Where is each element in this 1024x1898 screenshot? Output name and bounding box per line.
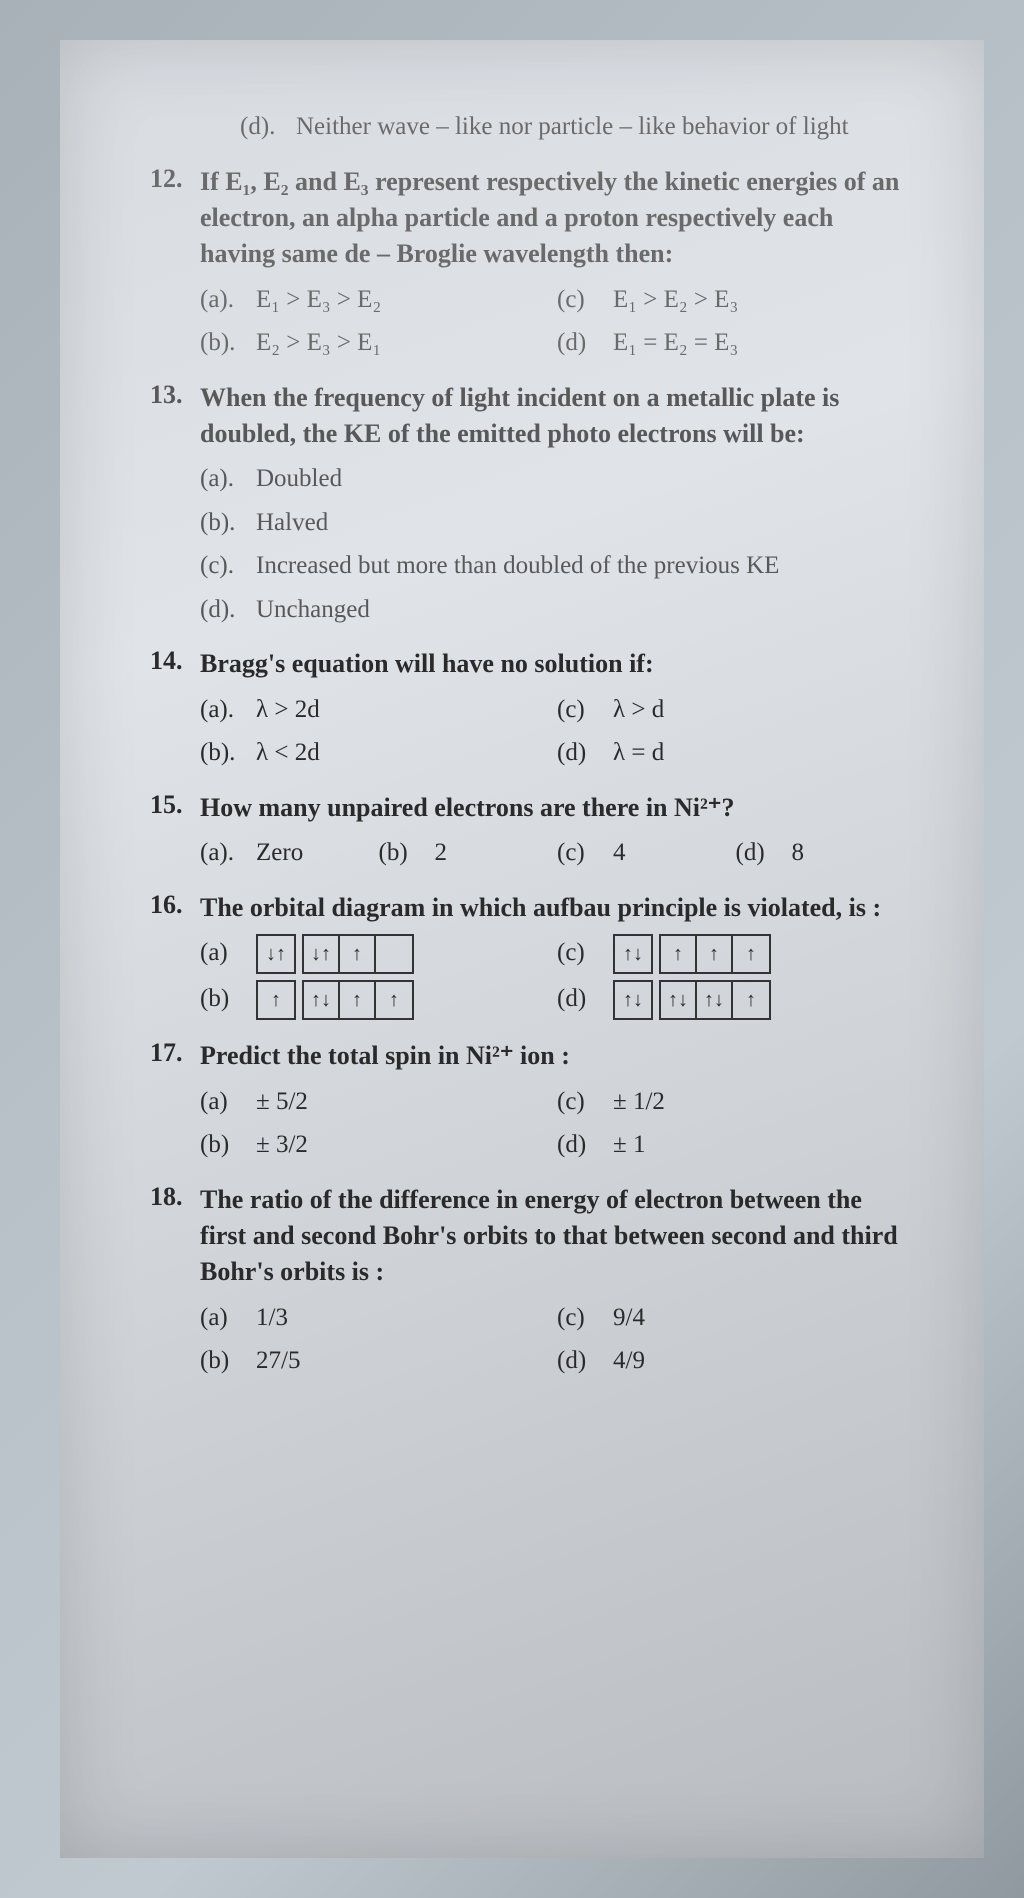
opt-text: ± 5/2 [256, 1083, 557, 1121]
q-number: 13. [150, 380, 200, 410]
opt-label: (c) [557, 691, 613, 729]
question-17: 17. Predict the total spin in Ni²⁺ ion :… [150, 1038, 914, 1163]
opt-text: 8 [792, 834, 915, 872]
question-prev-tail: (d). Neither wave – like nor particle – … [150, 108, 914, 146]
opt-text: 4/9 [613, 1342, 914, 1380]
orbital-diagram-d: ↑↓ ↑↓ ↑↓ ↑ [613, 980, 771, 1020]
orb-cell: ↑ [661, 936, 697, 972]
opt-label: (a). [200, 281, 256, 319]
q-number: 16. [150, 890, 200, 920]
opt-text: 27/5 [256, 1342, 557, 1380]
orb-cell: ↑ [697, 936, 733, 972]
opt-label: (d) [557, 324, 613, 362]
opt-text: Halved [256, 504, 914, 542]
q-text: The ratio of the difference in energy of… [200, 1182, 914, 1291]
opt-label: (b) [379, 834, 435, 872]
opt-label: (d) [736, 834, 792, 872]
opt-label: (a). [200, 691, 256, 729]
opt-text: λ > 2d [256, 691, 557, 729]
q-number: 17. [150, 1038, 200, 1068]
q-number: 15. [150, 790, 200, 820]
orb-cell [376, 936, 412, 972]
opt-text: ± 1/2 [613, 1083, 914, 1121]
opt-label: (c) [557, 281, 613, 319]
orb-cell: ↑↓ [615, 982, 651, 1018]
question-12: 12. If E₁, E₂ and E₃ represent respectiv… [150, 164, 914, 362]
opt-text: λ < 2d [256, 734, 557, 772]
opt-label: (d). [240, 108, 296, 146]
opt-label: (a) [200, 1083, 256, 1121]
opt-label: (d) [557, 1342, 613, 1380]
opt-label: (b) [200, 980, 256, 1018]
orbital-diagram-b: ↑ ↑↓ ↑ ↑ [256, 980, 414, 1020]
opt-label: (d) [557, 734, 613, 772]
orb-cell: ↑↓ [661, 982, 697, 1018]
opt-text: λ = d [613, 734, 914, 772]
opt-text: E₂ > E₃ > E₁ [256, 324, 557, 362]
opt-text: λ > d [613, 691, 914, 729]
opt-label: (c) [557, 1299, 613, 1337]
opt-text: Increased but more than doubled of the p… [256, 547, 914, 585]
question-15: 15. How many unpaired electrons are ther… [150, 790, 914, 872]
q-number: 14. [150, 646, 200, 676]
question-16: 16. The orbital diagram in which aufbau … [150, 890, 914, 1020]
orb-cell: ↑↓ [615, 936, 651, 972]
opt-label: (c) [557, 934, 613, 972]
question-13: 13. When the frequency of light incident… [150, 380, 914, 629]
opt-label: (c) [557, 1083, 613, 1121]
opt-label: (a). [200, 460, 256, 498]
q-text: The orbital diagram in which aufbau prin… [200, 890, 914, 926]
opt-label: (d). [200, 591, 256, 629]
question-14: 14. Bragg's equation will have no soluti… [150, 646, 914, 771]
orb-cell: ↓↑ [304, 936, 340, 972]
opt-text: Unchanged [256, 591, 914, 629]
orb-cell: ↑ [733, 982, 769, 1018]
opt-label: (c) [557, 834, 613, 872]
q-text: If E₁, E₂ and E₃ represent respectively … [200, 164, 914, 273]
opt-text: 2 [435, 834, 558, 872]
opt-label: (a) [200, 934, 256, 972]
opt-label: (b). [200, 734, 256, 772]
orb-cell: ↑ [340, 982, 376, 1018]
opt-text: 4 [613, 834, 736, 872]
opt-text: Doubled [256, 460, 914, 498]
opt-text: Neither wave – like nor particle – like … [296, 108, 914, 146]
exam-page: (d). Neither wave – like nor particle – … [60, 40, 984, 1858]
opt-text: E₁ = E₂ = E₃ [613, 324, 914, 362]
opt-text: ± 1 [613, 1126, 914, 1164]
opt-label: (a) [200, 1299, 256, 1337]
orb-cell: ↑ [340, 936, 376, 972]
opt-label: (b) [200, 1342, 256, 1380]
q-number: 12. [150, 164, 200, 194]
orb-cell: ↑ [258, 982, 294, 1018]
q-text: When the frequency of light incident on … [200, 380, 914, 453]
orb-cell: ↓↑ [258, 936, 294, 972]
opt-label: (d) [557, 1126, 613, 1164]
opt-label: (a). [200, 834, 256, 872]
q-text: Bragg's equation will have no solution i… [200, 646, 914, 682]
orb-cell: ↑↓ [304, 982, 340, 1018]
orbital-diagram-c: ↑↓ ↑ ↑ ↑ [613, 934, 771, 974]
q-text: How many unpaired electrons are there in… [200, 790, 914, 826]
opt-text: E₁ > E₂ > E₃ [613, 281, 914, 319]
orb-cell: ↑ [376, 982, 412, 1018]
opt-text: 9/4 [613, 1299, 914, 1337]
opt-text: E₁ > E₃ > E₂ [256, 281, 557, 319]
opt-text: ± 3/2 [256, 1126, 557, 1164]
q-number: 18. [150, 1182, 200, 1212]
opt-label: (b) [200, 1126, 256, 1164]
opt-label: (b). [200, 504, 256, 542]
question-18: 18. The ratio of the difference in energ… [150, 1182, 914, 1380]
opt-label: (d) [557, 980, 613, 1018]
q-text: Predict the total spin in Ni²⁺ ion : [200, 1038, 914, 1074]
orbital-diagram-a: ↓↑ ↓↑ ↑ [256, 934, 414, 974]
opt-text: 1/3 [256, 1299, 557, 1337]
opt-text: Zero [256, 834, 379, 872]
orb-cell: ↑↓ [697, 982, 733, 1018]
opt-label: (c). [200, 547, 256, 585]
opt-label: (b). [200, 324, 256, 362]
orb-cell: ↑ [733, 936, 769, 972]
